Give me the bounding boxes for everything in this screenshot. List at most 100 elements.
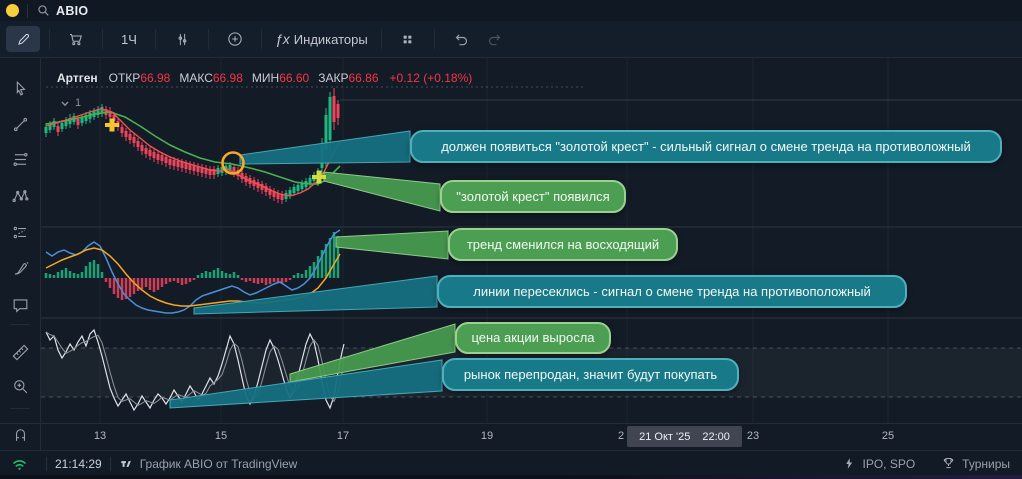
- macd-hist-bar: [288, 278, 292, 280]
- trend-line-icon: [13, 117, 27, 131]
- candle-body: [332, 96, 336, 122]
- cursor-tool[interactable]: [6, 74, 34, 102]
- comment-tool[interactable]: [6, 291, 34, 319]
- candle-body: [304, 181, 308, 187]
- ruler-tool[interactable]: [6, 338, 34, 366]
- symbol-name: ABIO: [56, 3, 89, 18]
- legend-change: +0.12 (+0.18%): [389, 71, 473, 85]
- macd-hist-bar: [68, 271, 72, 278]
- undo-button[interactable]: [444, 26, 478, 52]
- legend-value: 66.98: [212, 71, 243, 85]
- brush-tool[interactable]: [6, 254, 34, 282]
- timeframe-button[interactable]: 1Ч: [112, 26, 146, 52]
- indicators-label: Индикаторы: [293, 31, 368, 47]
- forecast-icon: [13, 226, 26, 238]
- divider: [380, 29, 382, 49]
- candle-body: [116, 121, 120, 127]
- macd-hist-bar: [336, 236, 340, 278]
- macd-hist-bar: [60, 270, 64, 278]
- cross-marker[interactable]: [312, 170, 326, 184]
- ipo-spo-link[interactable]: IPO, SPO: [843, 456, 915, 471]
- candle-body: [232, 167, 236, 173]
- candle-body: [96, 109, 100, 115]
- chart-style-icon: [178, 33, 186, 45]
- legend-item: ЗАКР66.86: [318, 71, 378, 85]
- candle-body: [176, 161, 180, 167]
- macd-hist-bar: [212, 270, 216, 278]
- ohlc-legend: Артген ОТКР66.98 МАКС66.98 МИН66.60 ЗАКР66.…: [57, 71, 472, 85]
- cursor-icon: [16, 80, 26, 96]
- search-icon: [38, 5, 49, 16]
- time-tick: 25: [881, 430, 895, 442]
- cross-marker[interactable]: [105, 118, 119, 132]
- legend-value: 66.86: [348, 71, 379, 85]
- callout-note[interactable]: "золотой крест" появился: [440, 180, 626, 213]
- macd-hist-bar: [272, 278, 276, 282]
- candle-body: [196, 166, 200, 172]
- broker-logo-dot[interactable]: [6, 4, 19, 17]
- compare-button[interactable]: [218, 26, 252, 52]
- callout-note[interactable]: линии пересеклись - сигнал о смене тренд…: [437, 275, 907, 308]
- candle-body: [268, 189, 272, 195]
- draw-button[interactable]: [6, 26, 40, 52]
- macd-hist-bar: [196, 275, 200, 278]
- candle-body: [212, 169, 216, 175]
- callout-note[interactable]: тренд сменился на восходящий: [448, 228, 678, 261]
- zoom-in-tool[interactable]: [6, 372, 34, 400]
- legend-label: МИН: [251, 71, 280, 85]
- macd-hist-bar: [84, 266, 88, 278]
- macd-hist-bar: [236, 275, 240, 278]
- candle-body: [280, 194, 284, 200]
- macd-hist-bar: [276, 278, 280, 283]
- forecast-tool[interactable]: [6, 218, 34, 246]
- zoom-in-icon: [13, 379, 27, 393]
- macd-hist-bar: [228, 274, 232, 278]
- crosshair-date: 21 Окт '25: [639, 430, 691, 443]
- macd-hist-bar: [220, 271, 224, 278]
- magnet-tool[interactable]: [6, 420, 34, 448]
- callout-pointer: [239, 130, 411, 165]
- candle-body: [80, 117, 84, 123]
- callout-note[interactable]: цена акции выросла: [455, 322, 611, 354]
- cart-button[interactable]: [59, 26, 93, 52]
- stoch-k-line: [45, 328, 345, 412]
- macd-hist-bar: [256, 278, 260, 284]
- macd-hist-bar: [80, 272, 84, 278]
- trend-line-tool[interactable]: [6, 110, 34, 138]
- chart-style-button[interactable]: [165, 26, 199, 52]
- circle-marker[interactable]: [221, 151, 245, 175]
- symbol-search[interactable]: ABIO: [36, 3, 88, 18]
- macd-hist-bar: [100, 272, 104, 278]
- macd-hist-bar: [148, 278, 152, 290]
- candle-body: [68, 118, 72, 124]
- candle-body: [128, 134, 132, 140]
- interval-collapse[interactable]: 1: [60, 97, 81, 109]
- redo-button[interactable]: [478, 26, 512, 52]
- candle-body: [92, 111, 96, 117]
- layout-button[interactable]: [391, 26, 425, 52]
- xabcd-pattern-tool[interactable]: [6, 182, 34, 210]
- macd-hist-bar: [332, 232, 336, 278]
- macd-hist-bar: [124, 278, 128, 299]
- macd-hist-bar: [328, 238, 332, 278]
- pencil-icon: [17, 33, 29, 45]
- macd-hist-bar: [132, 278, 136, 294]
- callout-note[interactable]: должен появиться "золотой крест" - сильн…: [410, 130, 1002, 163]
- macd-hist-bar: [48, 274, 52, 278]
- candle-body: [60, 123, 64, 129]
- fx-icon: ƒx: [275, 31, 290, 47]
- candle-body: [184, 163, 188, 169]
- candle-body: [204, 168, 208, 174]
- macd-hist-bar: [152, 278, 156, 292]
- candle-body: [276, 193, 280, 199]
- macd-hist-bar: [252, 278, 256, 283]
- indicators-button[interactable]: ƒx Индикаторы: [271, 26, 372, 52]
- macd-hist-bar: [120, 278, 124, 300]
- tournaments-link[interactable]: Турниры: [941, 456, 1010, 471]
- callout-note[interactable]: рынок перепродан, значит будут покупать: [442, 358, 739, 391]
- fib-retracement-tool[interactable]: [6, 145, 34, 173]
- tradingview-credit[interactable]: График ABIO от TradingView: [119, 457, 297, 471]
- macd-hist-bar: [200, 273, 204, 278]
- clock: 21:14:29: [55, 456, 102, 471]
- time-axis[interactable]: 21 Окт '25 22:00 13 15 17 19 2 23 25: [0, 423, 1022, 451]
